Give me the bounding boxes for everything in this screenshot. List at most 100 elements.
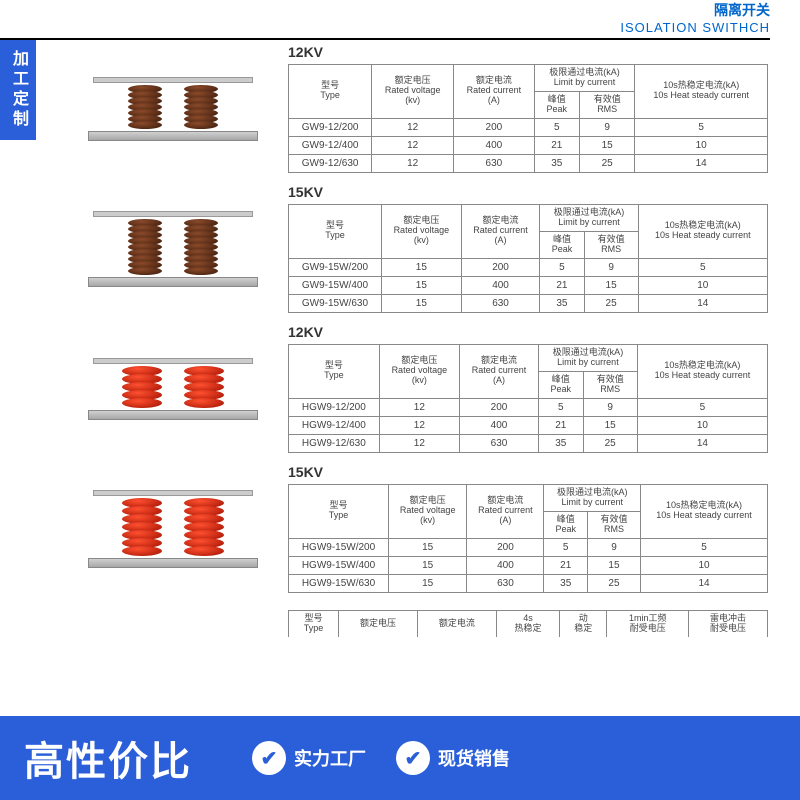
cell-peak: 5	[534, 118, 579, 136]
cell-heat: 5	[641, 538, 768, 556]
header-english: ISOLATION SWITHCH	[0, 20, 770, 40]
spec-table: 型号Type 额定电压Rated voltage(kv) 额定电流Rated c…	[288, 484, 768, 593]
cell-current: 630	[454, 154, 535, 172]
cell-current: 200	[459, 398, 538, 416]
partial-col: 额定电流	[417, 611, 496, 637]
table-row: GW9-15W/400 15 400 21 15 10	[289, 276, 768, 294]
cell-peak: 5	[539, 398, 584, 416]
cell-peak: 35	[539, 434, 584, 452]
cell-current: 400	[467, 556, 544, 574]
cell-voltage: 15	[389, 556, 467, 574]
cell-voltage: 12	[372, 136, 454, 154]
table-row: HGW9-12/200 12 200 5 9 5	[289, 398, 768, 416]
cell-type: HGW9-15W/630	[289, 574, 389, 592]
partial-col: 额定电压	[339, 611, 418, 637]
cell-type: GW9-15W/200	[289, 258, 382, 276]
product-illustration	[68, 324, 278, 454]
cell-rms: 15	[583, 416, 637, 434]
cell-rms: 25	[580, 154, 635, 172]
cell-voltage: 12	[379, 398, 459, 416]
cell-heat: 14	[638, 294, 767, 312]
cell-type: HGW9-12/400	[289, 416, 380, 434]
cell-voltage: 15	[381, 294, 461, 312]
cell-current: 400	[459, 416, 538, 434]
table-row: GW9-12/400 12 400 21 15 10	[289, 136, 768, 154]
product-illustration	[68, 464, 278, 594]
cell-type: GW9-15W/400	[289, 276, 382, 294]
partial-col: 4s热稳定	[496, 611, 559, 637]
spec-row: 12KV 型号Type 额定电压Rated voltage(kv) 额定电流Ra…	[68, 324, 768, 454]
spec-table: 型号Type 额定电压Rated voltage(kv) 额定电流Rated c…	[288, 204, 768, 313]
table-row: HGW9-12/400 12 400 21 15 10	[289, 416, 768, 434]
cell-voltage: 12	[372, 118, 454, 136]
cell-heat: 14	[641, 574, 768, 592]
cell-current: 200	[467, 538, 544, 556]
cell-type: GW9-12/630	[289, 154, 372, 172]
spec-row: 12KV 型号Type 额定电压Rated voltage(kv) 额定电流Ra…	[68, 44, 768, 174]
cell-current: 630	[459, 434, 538, 452]
table-row: GW9-15W/630 15 630 35 25 14	[289, 294, 768, 312]
table-row: HGW9-15W/630 15 630 35 25 14	[289, 574, 768, 592]
cell-type: HGW9-12/200	[289, 398, 380, 416]
cell-current: 200	[454, 118, 535, 136]
partial-col: 动稳定	[560, 611, 607, 637]
spec-row: 15KV 型号Type 额定电压Rated voltage(kv) 额定电流Ra…	[68, 464, 768, 594]
table-row: HGW9-15W/400 15 400 21 15 10	[289, 556, 768, 574]
partial-col: 1min工频耐受电压	[607, 611, 689, 637]
cell-voltage: 15	[381, 258, 461, 276]
header-chinese: 隔离开关	[0, 0, 770, 20]
cell-heat: 14	[637, 434, 767, 452]
product-illustration	[68, 44, 278, 174]
cell-rms: 25	[587, 574, 640, 592]
banner-tag: ✔ 现货销售	[396, 741, 510, 775]
cell-current: 630	[467, 574, 544, 592]
cell-type: GW9-15W/630	[289, 294, 382, 312]
cell-voltage: 12	[379, 434, 459, 452]
spec-table: 型号Type 额定电压Rated voltage(kv) 额定电流Rated c…	[288, 344, 768, 453]
tag-text: 现货销售	[438, 745, 510, 771]
table-row: GW9-15W/200 15 200 5 9 5	[289, 258, 768, 276]
cell-type: GW9-12/400	[289, 136, 372, 154]
cell-voltage: 15	[381, 276, 461, 294]
spec-title: 12KV	[288, 44, 768, 60]
cell-current: 630	[461, 294, 540, 312]
cell-rms: 9	[587, 538, 640, 556]
cell-heat: 5	[638, 258, 767, 276]
cell-current: 400	[454, 136, 535, 154]
spec-title: 15KV	[288, 464, 768, 480]
spec-title: 15KV	[288, 184, 768, 200]
cell-peak: 21	[544, 556, 587, 574]
cell-type: HGW9-12/630	[289, 434, 380, 452]
banner-tags: ✔ 实力工厂 ✔ 现货销售	[252, 741, 510, 775]
partial-col: 型号Type	[289, 611, 339, 637]
page-header: 隔离开关 ISOLATION SWITHCH	[0, 0, 770, 40]
cell-voltage: 15	[389, 538, 467, 556]
cell-peak: 35	[540, 294, 584, 312]
cell-rms: 25	[583, 434, 637, 452]
cell-rms: 9	[583, 398, 637, 416]
cell-voltage: 12	[379, 416, 459, 434]
cell-peak: 35	[544, 574, 587, 592]
cell-heat: 10	[638, 276, 767, 294]
table-row: HGW9-12/630 12 630 35 25 14	[289, 434, 768, 452]
check-icon: ✔	[252, 741, 286, 775]
cell-peak: 5	[540, 258, 584, 276]
cell-peak: 21	[539, 416, 584, 434]
tag-text: 实力工厂	[294, 745, 366, 771]
cell-heat: 14	[635, 154, 768, 172]
cell-heat: 5	[635, 118, 768, 136]
cell-peak: 21	[534, 136, 579, 154]
cell-current: 400	[461, 276, 540, 294]
banner-tag: ✔ 实力工厂	[252, 741, 366, 775]
product-illustration	[68, 184, 278, 314]
partial-col: 雷电冲击耐受电压	[688, 611, 767, 637]
table-row: GW9-12/200 12 200 5 9 5	[289, 118, 768, 136]
cell-type: GW9-12/200	[289, 118, 372, 136]
check-icon: ✔	[396, 741, 430, 775]
spec-title: 12KV	[288, 324, 768, 340]
cell-rms: 15	[580, 136, 635, 154]
cell-rms: 9	[584, 258, 638, 276]
banner-main-text: 高性价比	[24, 729, 192, 787]
cell-rms: 15	[587, 556, 640, 574]
spec-row: 15KV 型号Type 额定电压Rated voltage(kv) 额定电流Ra…	[68, 184, 768, 314]
